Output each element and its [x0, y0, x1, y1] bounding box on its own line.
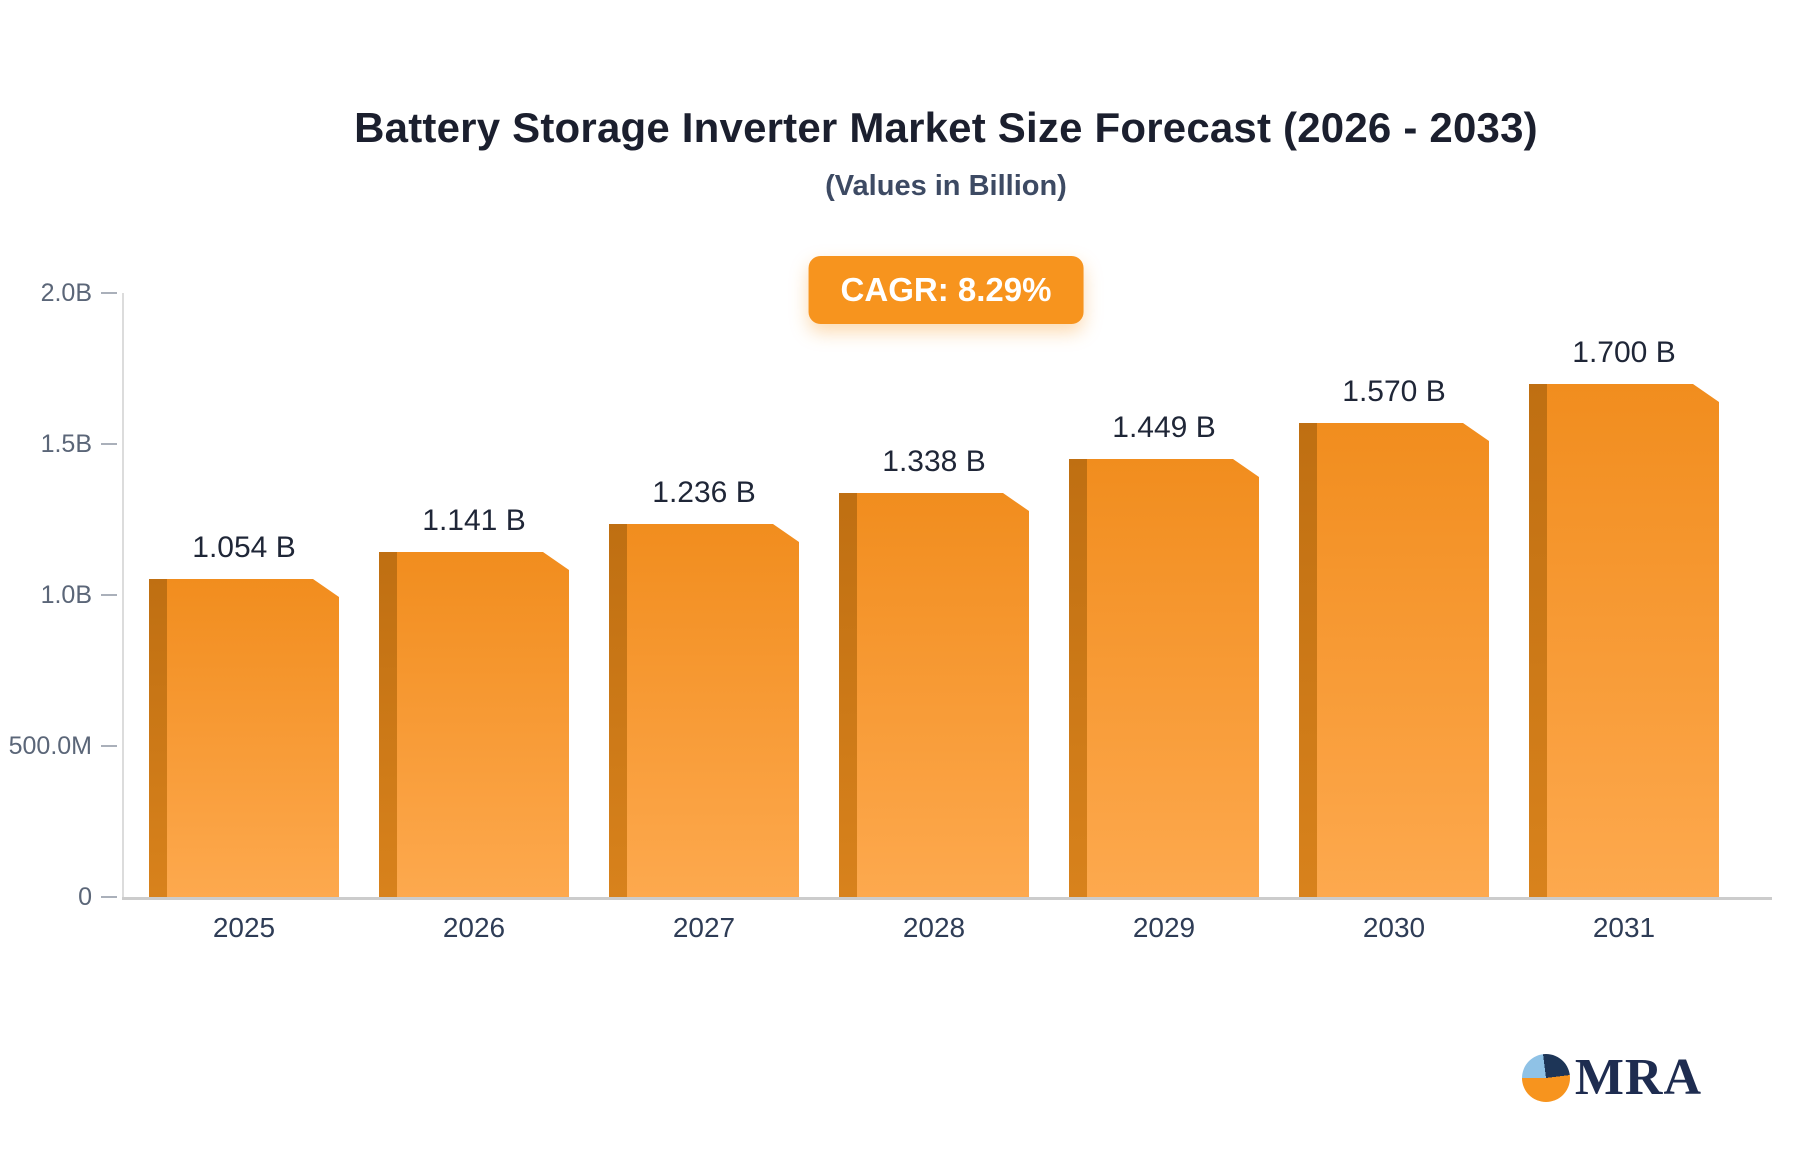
- x-axis-label: 2028: [902, 912, 966, 943]
- y-axis-line: [122, 293, 124, 899]
- y-axis-tick-mark: [101, 292, 117, 294]
- bar-side-face: [609, 524, 627, 897]
- chart-title: Battery Storage Inverter Market Size For…: [354, 104, 1538, 151]
- bar-front-face: [857, 493, 1029, 897]
- x-axis-line: [122, 897, 1772, 900]
- bar-2029: [1069, 459, 1259, 897]
- cagr-badge: CAGR: 8.29%: [808, 256, 1084, 324]
- bar-value-label: 1.570 B: [1342, 375, 1446, 408]
- bar-value-label: 1.449 B: [1112, 411, 1216, 444]
- bar-2025: [149, 579, 339, 897]
- y-axis-tick-label: 1.5B: [40, 430, 92, 458]
- y-axis-tick-label: 0: [78, 883, 92, 911]
- bar-value-label: 1.700 B: [1572, 336, 1676, 369]
- bar-side-face: [1529, 384, 1547, 897]
- bar-2026: [379, 552, 569, 897]
- x-axis-label: 2026: [442, 912, 506, 943]
- bar-side-face: [149, 579, 167, 897]
- x-axis-label: 2031: [1592, 912, 1656, 943]
- bar-front-face: [1547, 384, 1719, 897]
- x-axis-label: 2030: [1362, 912, 1426, 943]
- bar-value-label: 1.236 B: [652, 476, 756, 509]
- bar-value-label: 1.338 B: [882, 445, 986, 478]
- bar-side-face: [1069, 459, 1087, 897]
- pie-chart-icon: [1521, 1054, 1570, 1102]
- y-axis-tick-mark: [101, 896, 117, 898]
- bar-front-face: [397, 552, 569, 897]
- mra-logo: MRA: [1521, 1049, 1702, 1106]
- bar-side-face: [1299, 423, 1317, 897]
- x-axis-label: 2025: [212, 912, 276, 943]
- y-axis-tick-label: 500.0M: [8, 732, 92, 760]
- y-axis-tick-mark: [101, 443, 117, 445]
- x-axis-label: 2027: [672, 912, 736, 943]
- bar-value-label: 1.054 B: [192, 531, 296, 564]
- y-axis-tick-mark: [101, 594, 117, 596]
- bar-front-face: [1317, 423, 1489, 897]
- chart-subtitle: (Values in Billion): [825, 170, 1067, 202]
- y-axis-tick-label: 2.0B: [40, 279, 92, 307]
- bar-2031: [1529, 384, 1719, 897]
- bar-front-face: [167, 579, 339, 897]
- bar-2030: [1299, 423, 1489, 897]
- bar-front-face: [1087, 459, 1259, 897]
- bar-side-face: [839, 493, 857, 897]
- y-axis-tick-mark: [101, 745, 117, 747]
- x-axis-label: 2029: [1132, 912, 1196, 943]
- y-axis-tick-label: 1.0B: [40, 581, 92, 609]
- bar-side-face: [379, 552, 397, 897]
- bar-2028: [839, 493, 1029, 897]
- bar-2027: [609, 524, 799, 897]
- bar-value-label: 1.141 B: [422, 504, 526, 537]
- bar-front-face: [627, 524, 799, 897]
- mra-logo-text: MRA: [1574, 1049, 1702, 1106]
